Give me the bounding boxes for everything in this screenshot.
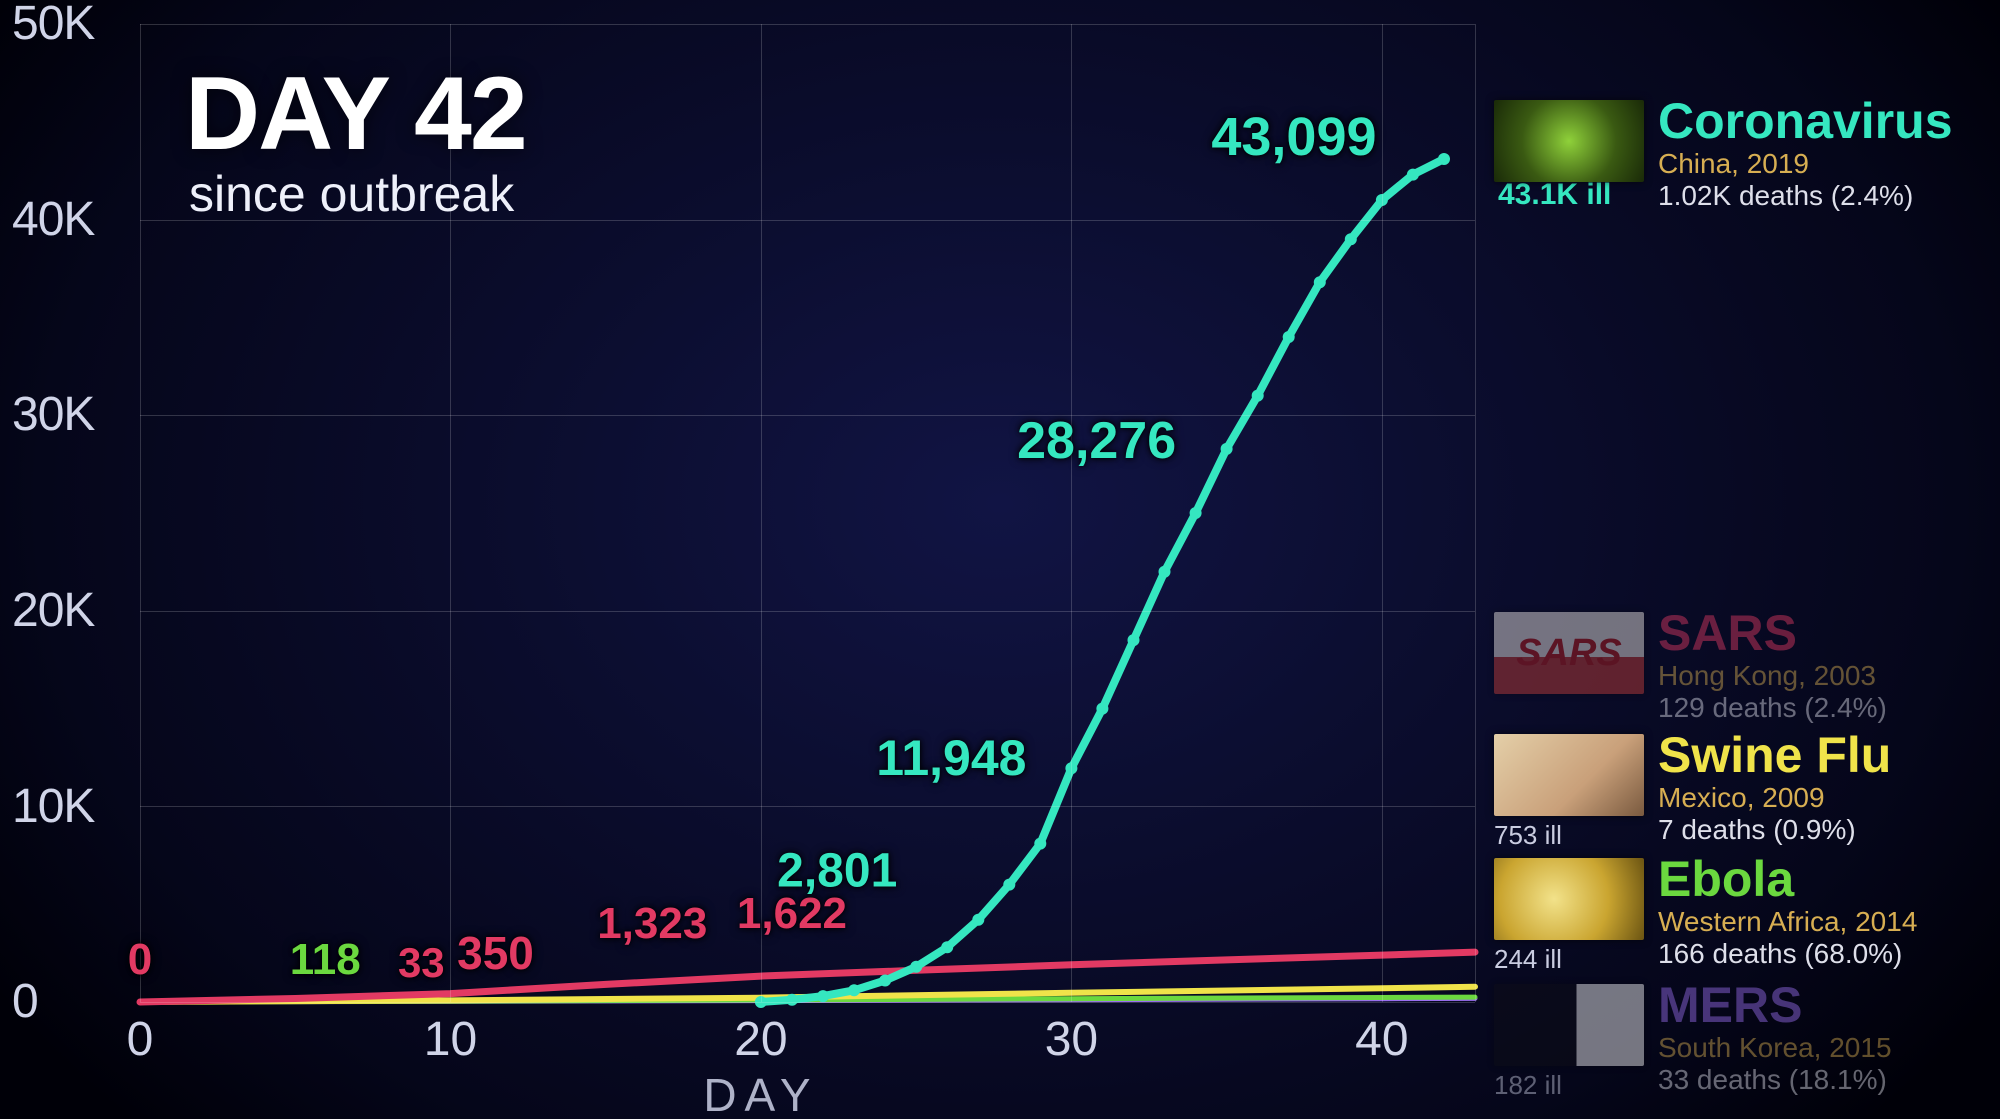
xtick-label: 10	[424, 1012, 477, 1067]
ytick-label: 10K	[12, 779, 94, 834]
swineflu-thumb-icon	[1494, 734, 1644, 816]
point-label: 11,948	[876, 729, 1026, 787]
ytick-label: 20K	[12, 583, 94, 638]
xtick-label: 0	[127, 1012, 154, 1067]
ebola-thumb-icon	[1494, 858, 1644, 940]
point-label: 0	[128, 935, 152, 985]
marker-coronavirus	[817, 990, 829, 1002]
gridline-v	[1475, 24, 1476, 1002]
point-label: 2,801	[777, 844, 897, 899]
marker-coronavirus	[1190, 507, 1202, 519]
legend-text-coronavirus: CoronavirusChina, 20191.02K deaths (2.4%…	[1658, 96, 1953, 212]
marker-coronavirus	[786, 994, 798, 1006]
legend-text-ebola: EbolaWestern Africa, 2014166 deaths (68.…	[1658, 854, 1917, 970]
gridline-h	[140, 1002, 1475, 1003]
legend-ill-swineflu: 753 ill	[1494, 820, 1562, 851]
xtick-label: 30	[1045, 1012, 1098, 1067]
legend-location-ebola: Western Africa, 2014	[1658, 906, 1917, 938]
gridline-v	[761, 24, 762, 1002]
legend-name-sars: SARS	[1658, 608, 1887, 658]
legend-deaths-ebola: 166 deaths (68.0%)	[1658, 938, 1917, 970]
mers-thumb-icon	[1494, 984, 1644, 1066]
legend-name-mers: MERS	[1658, 980, 1892, 1030]
legend-deaths-swineflu: 7 deaths (0.9%)	[1658, 814, 1891, 846]
point-label: 350	[457, 926, 534, 980]
point-label: 28,276	[1017, 411, 1176, 471]
marker-coronavirus	[1159, 566, 1171, 578]
legend-location-sars: Hong Kong, 2003	[1658, 660, 1887, 692]
xaxis-title: DAY	[703, 1068, 818, 1119]
gridline-v	[1382, 24, 1383, 1002]
marker-coronavirus	[1407, 169, 1419, 181]
gridline-v	[1071, 24, 1072, 1002]
legend-name-swineflu: Swine Flu	[1658, 730, 1891, 780]
ytick-label: 40K	[12, 192, 94, 247]
chart-title: DAY 42	[185, 55, 526, 174]
gridline-h	[140, 806, 1475, 807]
sars-thumb-icon: SARS	[1494, 612, 1644, 694]
gridline-v	[140, 24, 141, 1002]
marker-coronavirus	[848, 984, 860, 996]
legend-ill-ebola: 244 ill	[1494, 944, 1562, 975]
ytick-label: 30K	[12, 387, 94, 442]
marker-coronavirus	[1252, 390, 1264, 402]
legend-text-sars: SARSHong Kong, 2003129 deaths (2.4%)	[1658, 608, 1887, 724]
legend-text-swineflu: Swine FluMexico, 20097 deaths (0.9%)	[1658, 730, 1891, 846]
marker-coronavirus	[972, 914, 984, 926]
chart-subtitle: since outbreak	[189, 165, 514, 223]
legend-name-coronavirus: Coronavirus	[1658, 96, 1953, 146]
legend-name-ebola: Ebola	[1658, 854, 1917, 904]
marker-coronavirus	[879, 975, 891, 987]
coronavirus-thumb-icon	[1494, 100, 1644, 182]
point-label: 1,323	[597, 899, 707, 949]
legend-location-mers: South Korea, 2015	[1658, 1032, 1892, 1064]
point-label: 43,099	[1211, 106, 1376, 168]
marker-coronavirus	[1003, 879, 1015, 891]
gridline-h	[140, 24, 1475, 25]
ytick-label: 50K	[12, 0, 94, 51]
gridline-h	[140, 415, 1475, 416]
marker-coronavirus	[910, 961, 922, 973]
chart-stage: { "title": { "line1": "DAY 42", "line2":…	[0, 0, 2000, 1119]
legend-deaths-mers: 33 deaths (18.1%)	[1658, 1064, 1892, 1096]
marker-coronavirus	[941, 941, 953, 953]
legend-deaths-coronavirus: 1.02K deaths (2.4%)	[1658, 180, 1953, 212]
marker-coronavirus	[1128, 634, 1140, 646]
marker-coronavirus	[1221, 443, 1233, 455]
corona-ill-label: 43.1K ill	[1498, 178, 1611, 212]
legend-deaths-sars: 129 deaths (2.4%)	[1658, 692, 1887, 724]
marker-coronavirus	[1034, 838, 1046, 850]
marker-coronavirus	[1283, 331, 1295, 343]
xtick-label: 20	[734, 1012, 787, 1067]
xtick-label: 40	[1355, 1012, 1408, 1067]
marker-coronavirus	[1345, 233, 1357, 245]
marker-coronavirus	[1096, 703, 1108, 715]
marker-coronavirus	[1438, 153, 1450, 165]
point-label: 118	[290, 935, 361, 985]
gridline-h	[140, 611, 1475, 612]
ytick-label: 0	[12, 974, 38, 1029]
legend-location-coronavirus: China, 2019	[1658, 148, 1953, 180]
legend-location-swineflu: Mexico, 2009	[1658, 782, 1891, 814]
legend-ill-mers: 182 ill	[1494, 1070, 1562, 1101]
legend-text-mers: MERSSouth Korea, 201533 deaths (18.1%)	[1658, 980, 1892, 1096]
marker-coronavirus	[1314, 276, 1326, 288]
point-label: 33	[398, 939, 445, 987]
